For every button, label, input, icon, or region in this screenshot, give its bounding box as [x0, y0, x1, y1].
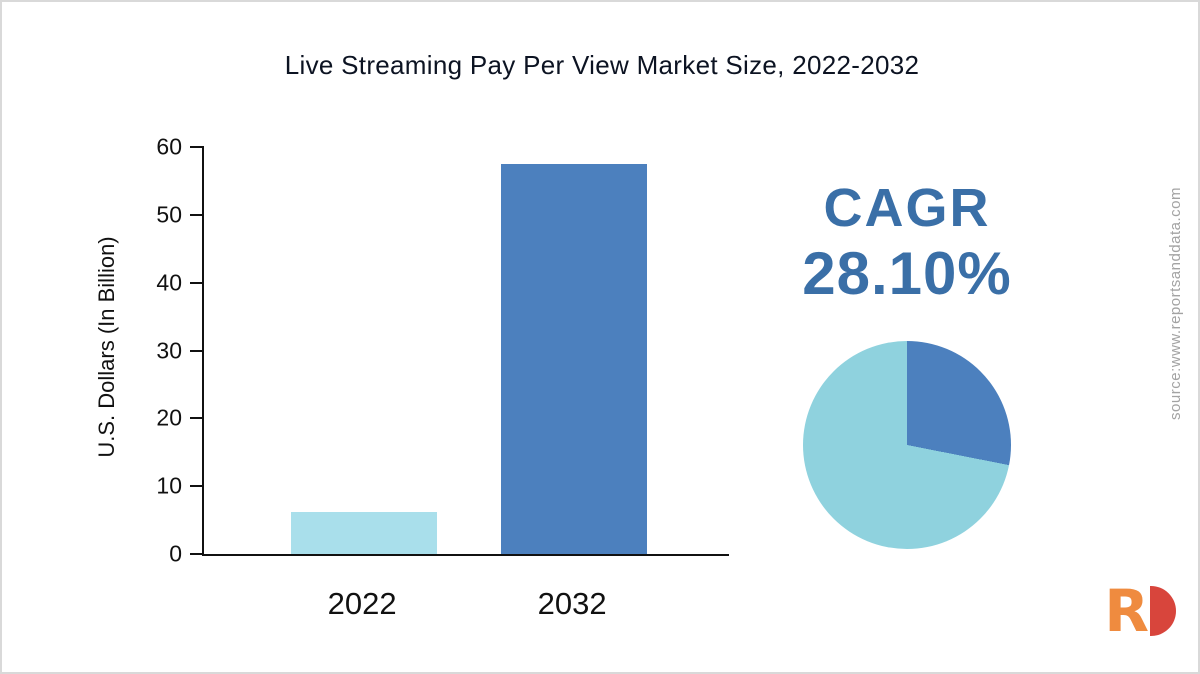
logo-shape-icon — [1150, 586, 1176, 636]
plot-area: 0 10 20 30 40 50 60 — [156, 135, 729, 565]
y-tick-label: 60 — [156, 133, 182, 160]
y-tick-mark — [190, 553, 204, 555]
y-tick-label: 10 — [156, 472, 182, 499]
bar-2032 — [501, 163, 648, 554]
source-note: source:www.reportsanddata.com — [1167, 187, 1184, 420]
x-axis-labels: 2022 2032 — [202, 586, 727, 630]
logo-letter: R — [1104, 577, 1149, 645]
y-tick-label: 0 — [169, 540, 182, 567]
cagr-value: 28.10% — [802, 239, 1012, 307]
x-tick-label: 2032 — [537, 586, 607, 621]
cagr-label: CAGR — [823, 178, 991, 238]
y-tick-mark — [190, 213, 204, 216]
pie-chart — [803, 340, 1011, 549]
y-tick-label: 40 — [156, 269, 182, 296]
y-tick-label: 30 — [156, 337, 182, 363]
chart-title: Live Streaming Pay Per View Market Size,… — [284, 50, 920, 80]
cagr-panel: CAGR 28.10% — [772, 180, 1042, 549]
bar-2022 — [291, 511, 438, 554]
brand-logo: R — [1104, 582, 1176, 640]
y-tick-label: 20 — [156, 404, 182, 431]
y-axis-label: U.S. Dollars (In Billion) — [94, 236, 119, 458]
y-tick-label: 50 — [156, 201, 182, 228]
y-tick-mark — [190, 417, 204, 420]
x-tick-label: 2022 — [327, 586, 397, 621]
y-tick-mark — [190, 281, 204, 284]
y-tick-mark — [190, 146, 204, 148]
y-tick-mark — [190, 485, 204, 488]
y-tick-mark — [190, 349, 204, 352]
